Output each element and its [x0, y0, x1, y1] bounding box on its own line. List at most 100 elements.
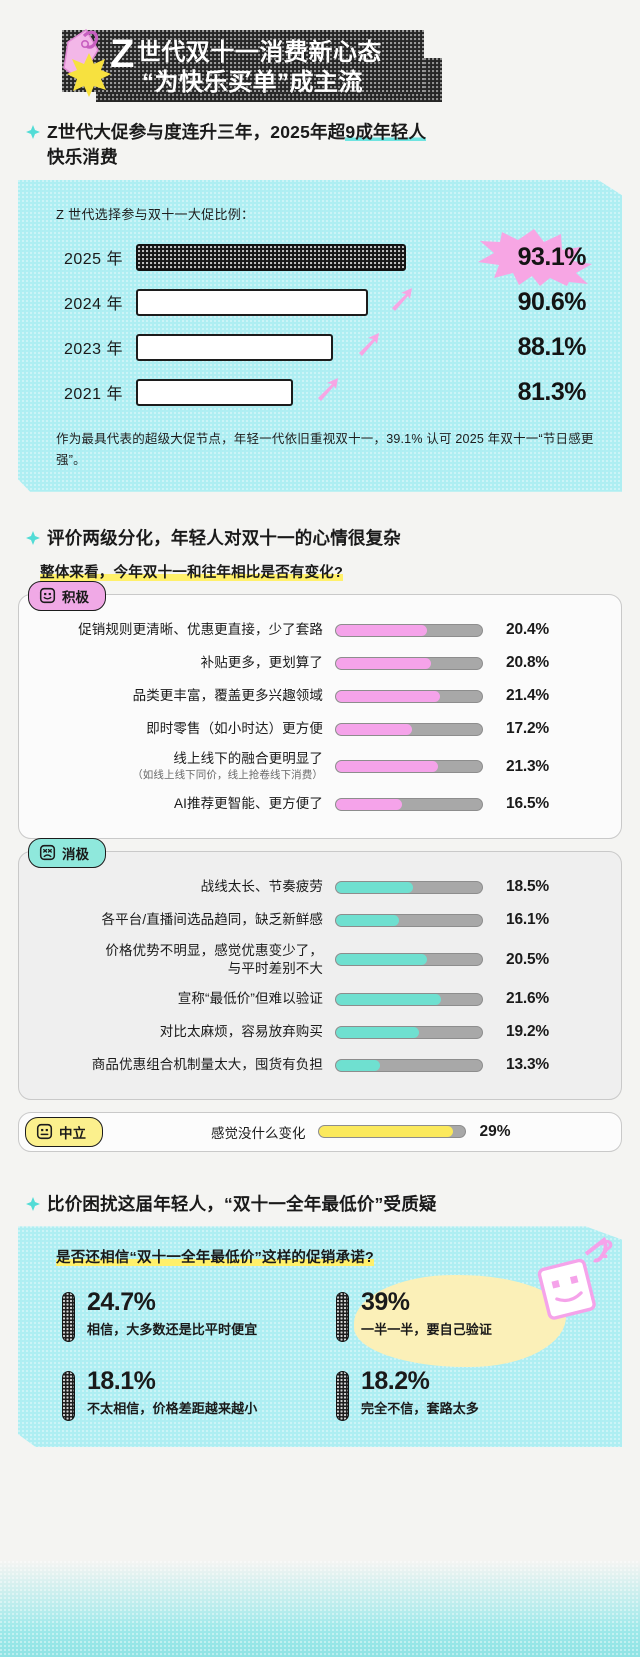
bar-track: [136, 243, 406, 271]
bar-fill: [136, 333, 333, 361]
stat-description: 一半一半，要自己验证: [361, 1322, 493, 1338]
item-label: 对比太麻烦，容易放弃购买: [159, 1024, 323, 1040]
item-label: 商品优惠组合机制量太大，囤货有负担: [91, 1057, 323, 1073]
smiley-face-icon: [39, 587, 56, 604]
neutral-tab[interactable]: 中立: [25, 1116, 103, 1147]
starburst-icon: [67, 53, 111, 97]
section2-heading: 评价两级分化，年轻人对双十一的心情很复杂: [0, 526, 640, 551]
section3-heading: 比价困扰这届年轻人，“双十一全年最低价”受质疑: [0, 1192, 640, 1217]
item-value: 19.2%: [506, 1023, 549, 1041]
stat-item: 18.1% 不太相信，价格差距越来越小: [62, 1368, 326, 1422]
section1-title-part2: 快乐消费: [47, 146, 118, 167]
bar-track: [136, 378, 293, 406]
list-item: 战线太长、节奏疲劳 18.5%: [35, 872, 605, 903]
stat-item: 24.7% 相信，大多数还是比平时便宜: [62, 1288, 326, 1343]
item-value: 17.2%: [506, 720, 549, 738]
diamond-bullet-icon: [26, 530, 40, 545]
item-bar: [335, 689, 483, 703]
diamond-bullet-icon: [26, 125, 40, 139]
banner-title-line1-text: 世代双十一消费新心态: [136, 39, 382, 66]
item-label: 促销规则更清晰、优惠更直接，少了套路: [78, 622, 323, 638]
stat-bar-icon: [336, 1292, 349, 1343]
item-label: 感觉没什么变化: [211, 1125, 306, 1141]
item-value: 21.4%: [506, 687, 549, 705]
item-bar-fill: [336, 1026, 420, 1038]
list-item: 价格优势不明显，感觉优惠变少了， 与平时差别不大 20.5%: [35, 938, 605, 982]
item-bar-fill: [336, 798, 402, 810]
list-item: 品类更丰富，覆盖更多兴趣领域 21.4%: [35, 681, 605, 712]
section2-question-wrap: 整体来看，今年双十一和往年相比是否有变化?: [14, 561, 640, 582]
item-bar: [335, 797, 483, 811]
stat-item: 39% 一半一半，要自己验证: [336, 1288, 600, 1343]
section1-note: 作为最具代表的超级大促节点，年轻一代依旧重视双十一，39.1% 认可 2025 …: [56, 431, 594, 468]
item-bar-fill: [336, 954, 427, 966]
item-bar: [335, 992, 483, 1006]
bar-track: [136, 288, 368, 316]
section2-title: 评价两级分化，年轻人对双十一的心情很复杂: [47, 527, 401, 548]
stat-value: 18.2%: [361, 1367, 430, 1396]
item-bar-fill: [336, 881, 414, 893]
item-bar-fill: [336, 761, 439, 773]
item-bar: [335, 623, 483, 637]
item-bar: [335, 656, 483, 670]
trend-arrow-icon: [318, 377, 338, 401]
bar-value-label: 88.1%: [517, 332, 587, 361]
positive-group: 积极 促销规则更清晰、优惠更直接，少了套路 20.4% 补贴更多，更划算了 20…: [18, 580, 622, 839]
neutral-group: 中立 感觉没什么变化 29%: [18, 1111, 622, 1152]
stat-highlight-blob: [354, 1275, 566, 1368]
item-bar: [335, 953, 483, 967]
positive-tab-label: 积极: [62, 589, 89, 605]
section3-question-wrap: 是否还相信“双十一全年最低价”这样的促销承诺?: [56, 1246, 600, 1267]
list-item: 各平台/直播间选品趋同，缺乏新鲜感 16.1%: [35, 905, 605, 936]
item-bar: [335, 760, 483, 774]
section2-question: 整体来看，今年双十一和往年相比是否有变化?: [40, 564, 344, 581]
item-value: 16.5%: [506, 795, 549, 813]
stat-bar-icon: [62, 1292, 75, 1343]
item-bar: [335, 913, 483, 927]
burst-highlight-icon: [478, 228, 592, 286]
banner-z-letter: Z: [110, 32, 135, 76]
list-item: 线上线下的融合更明显了 （如线上线下同价，线上抢卷线下消费） 21.3%: [35, 747, 605, 787]
item-value: 21.3%: [506, 757, 549, 775]
item-label: 各平台/直播间选品趋同，缺乏新鲜感: [101, 912, 323, 928]
section1-heading: Z世代大促参与度连升三年，2025年超9成年轻人 快乐消费: [0, 120, 640, 170]
negative-tab-label: 消极: [62, 846, 89, 862]
bar-value-label: 90.6%: [517, 287, 587, 316]
bar-category-label: 2025 年: [63, 251, 123, 269]
item-sublabel: （如线上线下同价，线上抢卷线下消费）: [132, 769, 323, 781]
section3-question: 是否还相信“双十一全年最低价”这样的促销承诺?: [56, 1250, 374, 1267]
item-value: 29%: [479, 1122, 511, 1140]
stat-description: 不太相信，价格差距越来越小: [87, 1401, 258, 1417]
item-bar: [335, 1025, 483, 1039]
positive-items: 促销规则更清晰、优惠更直接，少了套路 20.4% 补贴更多，更划算了 20.8%…: [18, 593, 622, 839]
item-bar: [335, 880, 483, 894]
header-banner: Z世代双十一消费新心态 “为快乐买单”成主流: [0, 0, 640, 120]
stat-value: 24.7%: [87, 1288, 156, 1317]
bar-track: [136, 333, 333, 361]
question-face-icon: ?: [537, 1234, 614, 1321]
stat-description: 完全不信，套路太多: [361, 1401, 479, 1417]
stat-bar-icon: [62, 1371, 75, 1422]
item-value: 21.6%: [506, 990, 549, 1008]
item-bar-fill: [336, 690, 440, 702]
footer-gradient: [0, 1561, 640, 1657]
bar-row: 2023 年 88.1%: [40, 327, 600, 368]
negative-tab[interactable]: 消极: [28, 837, 106, 868]
stat-value: 39%: [361, 1288, 410, 1317]
svg-text:?: ?: [598, 1234, 614, 1264]
negative-items: 战线太长、节奏疲劳 18.5% 各平台/直播间选品趋同，缺乏新鲜感 16.1% …: [18, 850, 622, 1100]
section3-panel: ? 是否还相信“双十一全年最低价”这样的促销承诺? 24.7% 相信，大多数还是…: [18, 1226, 622, 1448]
item-bar-fill: [318, 1126, 453, 1138]
item-bar: [335, 722, 483, 736]
item-bar-fill: [336, 624, 427, 636]
price-tag-icon: [63, 28, 99, 82]
item-bar: [317, 1125, 466, 1139]
item-bar-fill: [336, 993, 442, 1005]
positive-tab[interactable]: 积极: [28, 580, 106, 611]
bar-value-label: 81.3%: [517, 377, 587, 406]
item-label: 价格优势不明显，感觉优惠变少了， 与平时差别不大: [105, 942, 323, 976]
sad-face-icon: [39, 844, 56, 861]
bar-fill: [136, 243, 406, 271]
item-label: 即时零售（如小时达）更方便: [146, 721, 323, 737]
section3-title: 比价困扰这届年轻人，“双十一全年最低价”受质疑: [47, 1193, 437, 1214]
